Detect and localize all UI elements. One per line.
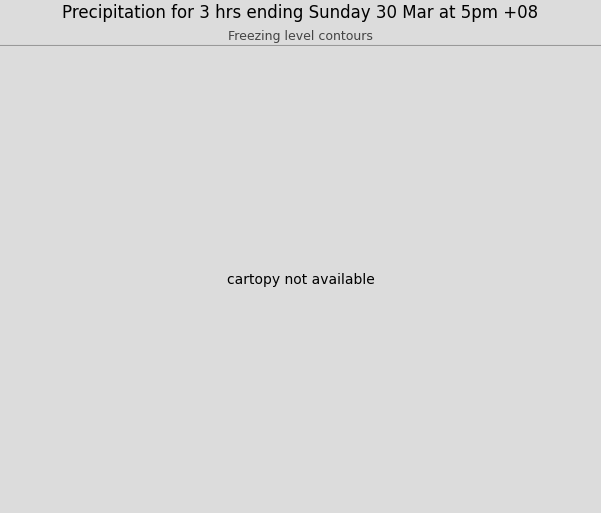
Text: cartopy not available: cartopy not available: [227, 272, 374, 287]
Text: Precipitation for 3 hrs ending Sunday 30 Mar at 5pm +08: Precipitation for 3 hrs ending Sunday 30…: [63, 4, 538, 22]
Text: Freezing level contours: Freezing level contours: [228, 30, 373, 43]
